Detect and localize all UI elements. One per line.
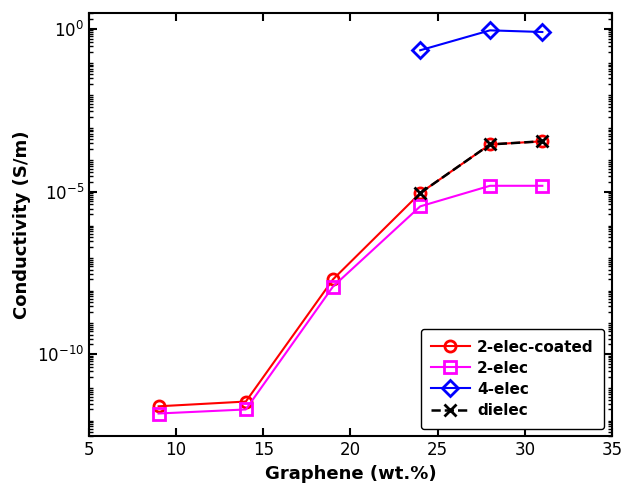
X-axis label: Graphene (wt.%): Graphene (wt.%) <box>265 465 436 483</box>
4-elec <box>539 29 546 35</box>
2-elec-coated <box>155 403 162 409</box>
Line: 2-elec: 2-elec <box>153 180 548 419</box>
2-elec-coated <box>329 276 337 282</box>
Legend: 2-elec-coated, 2-elec, 4-elec, dielec: 2-elec-coated, 2-elec, 4-elec, dielec <box>420 329 604 429</box>
2-elec <box>486 183 494 189</box>
4-elec <box>486 27 494 33</box>
2-elec-coated <box>242 399 250 405</box>
2-elec <box>329 284 337 290</box>
2-elec-coated <box>539 138 546 144</box>
dielec <box>486 141 494 147</box>
Line: dielec: dielec <box>414 135 549 199</box>
2-elec <box>539 183 546 189</box>
2-elec-coated <box>417 190 424 196</box>
dielec <box>417 190 424 196</box>
2-elec-coated <box>486 141 494 147</box>
Y-axis label: Conductivity (S/m): Conductivity (S/m) <box>13 130 31 319</box>
2-elec <box>417 203 424 209</box>
2-elec <box>155 411 162 417</box>
dielec <box>539 138 546 144</box>
2-elec <box>242 406 250 412</box>
Line: 4-elec: 4-elec <box>415 25 548 56</box>
Line: 2-elec-coated: 2-elec-coated <box>153 136 548 412</box>
4-elec <box>417 47 424 53</box>
